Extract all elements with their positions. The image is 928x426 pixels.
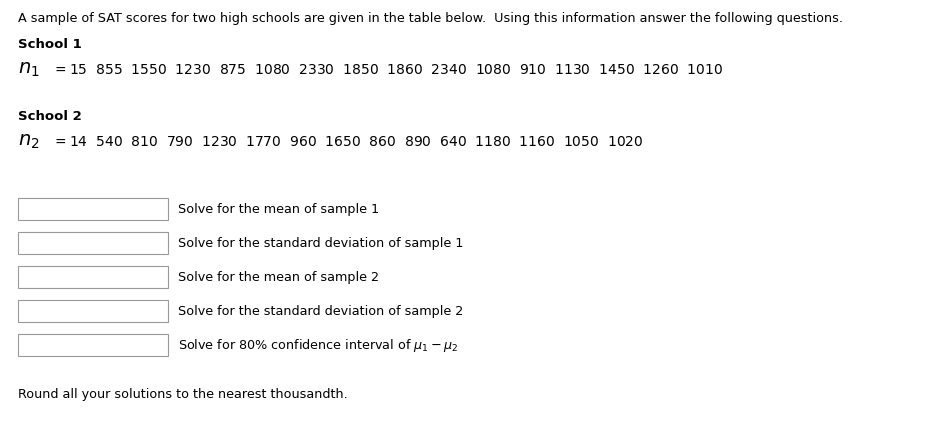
- Bar: [18, 232, 168, 254]
- Text: School 2: School 2: [18, 110, 82, 123]
- Text: $= 14$  540  810  790  1230  1770  960  1650  860  890  640  1180  1160  1050  1: $= 14$ 540 810 790 1230 1770 960 1650 86…: [52, 135, 643, 149]
- Text: $n_2$: $n_2$: [18, 132, 40, 151]
- Text: $= 15$  855  1550  1230  875  1080  2330  1850  1860  2340  1080  910  1130  145: $= 15$ 855 1550 1230 875 1080 2330 1850 …: [52, 63, 722, 77]
- Text: Round all your solutions to the nearest thousandth.: Round all your solutions to the nearest …: [18, 388, 347, 401]
- Text: Solve for the mean of sample 1: Solve for the mean of sample 1: [178, 202, 379, 216]
- Bar: [18, 334, 168, 356]
- Text: Solve for 80% confidence interval of $\mu_1 - \mu_2$: Solve for 80% confidence interval of $\m…: [178, 337, 458, 354]
- Bar: [18, 266, 168, 288]
- Text: Solve for the standard deviation of sample 2: Solve for the standard deviation of samp…: [178, 305, 463, 317]
- Text: A sample of SAT scores for two high schools are given in the table below.  Using: A sample of SAT scores for two high scho…: [18, 12, 842, 25]
- Text: $n_1$: $n_1$: [18, 60, 40, 79]
- Text: Solve for the mean of sample 2: Solve for the mean of sample 2: [178, 271, 379, 283]
- Bar: [18, 300, 168, 322]
- Text: Solve for the standard deviation of sample 1: Solve for the standard deviation of samp…: [178, 236, 463, 250]
- Bar: [18, 198, 168, 220]
- Text: School 1: School 1: [18, 38, 82, 51]
